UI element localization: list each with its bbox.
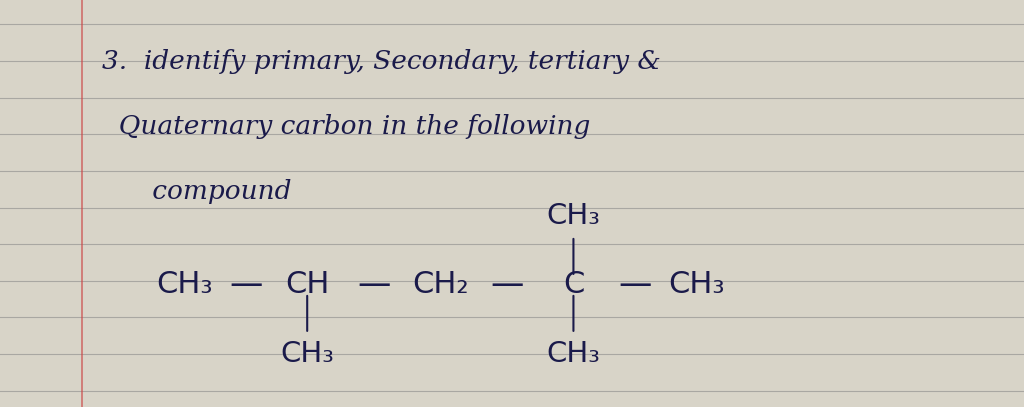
- Text: CH₃: CH₃: [547, 202, 600, 230]
- Text: CH₃: CH₃: [547, 340, 600, 368]
- Text: CH: CH: [285, 270, 330, 300]
- Text: C: C: [563, 270, 584, 300]
- Text: CH₂: CH₂: [412, 270, 469, 300]
- Text: Quaternary carbon in the following: Quaternary carbon in the following: [102, 114, 591, 139]
- Text: CH₃: CH₃: [156, 270, 213, 300]
- Text: —: —: [229, 268, 262, 302]
- Text: —: —: [490, 268, 523, 302]
- Text: 3.  identify primary, Secondary, tertiary &: 3. identify primary, Secondary, tertiary…: [102, 49, 662, 74]
- Text: —: —: [357, 268, 390, 302]
- Text: compound: compound: [102, 179, 292, 204]
- Text: CH₃: CH₃: [281, 340, 334, 368]
- Text: CH₃: CH₃: [668, 270, 725, 300]
- Text: —: —: [618, 268, 651, 302]
